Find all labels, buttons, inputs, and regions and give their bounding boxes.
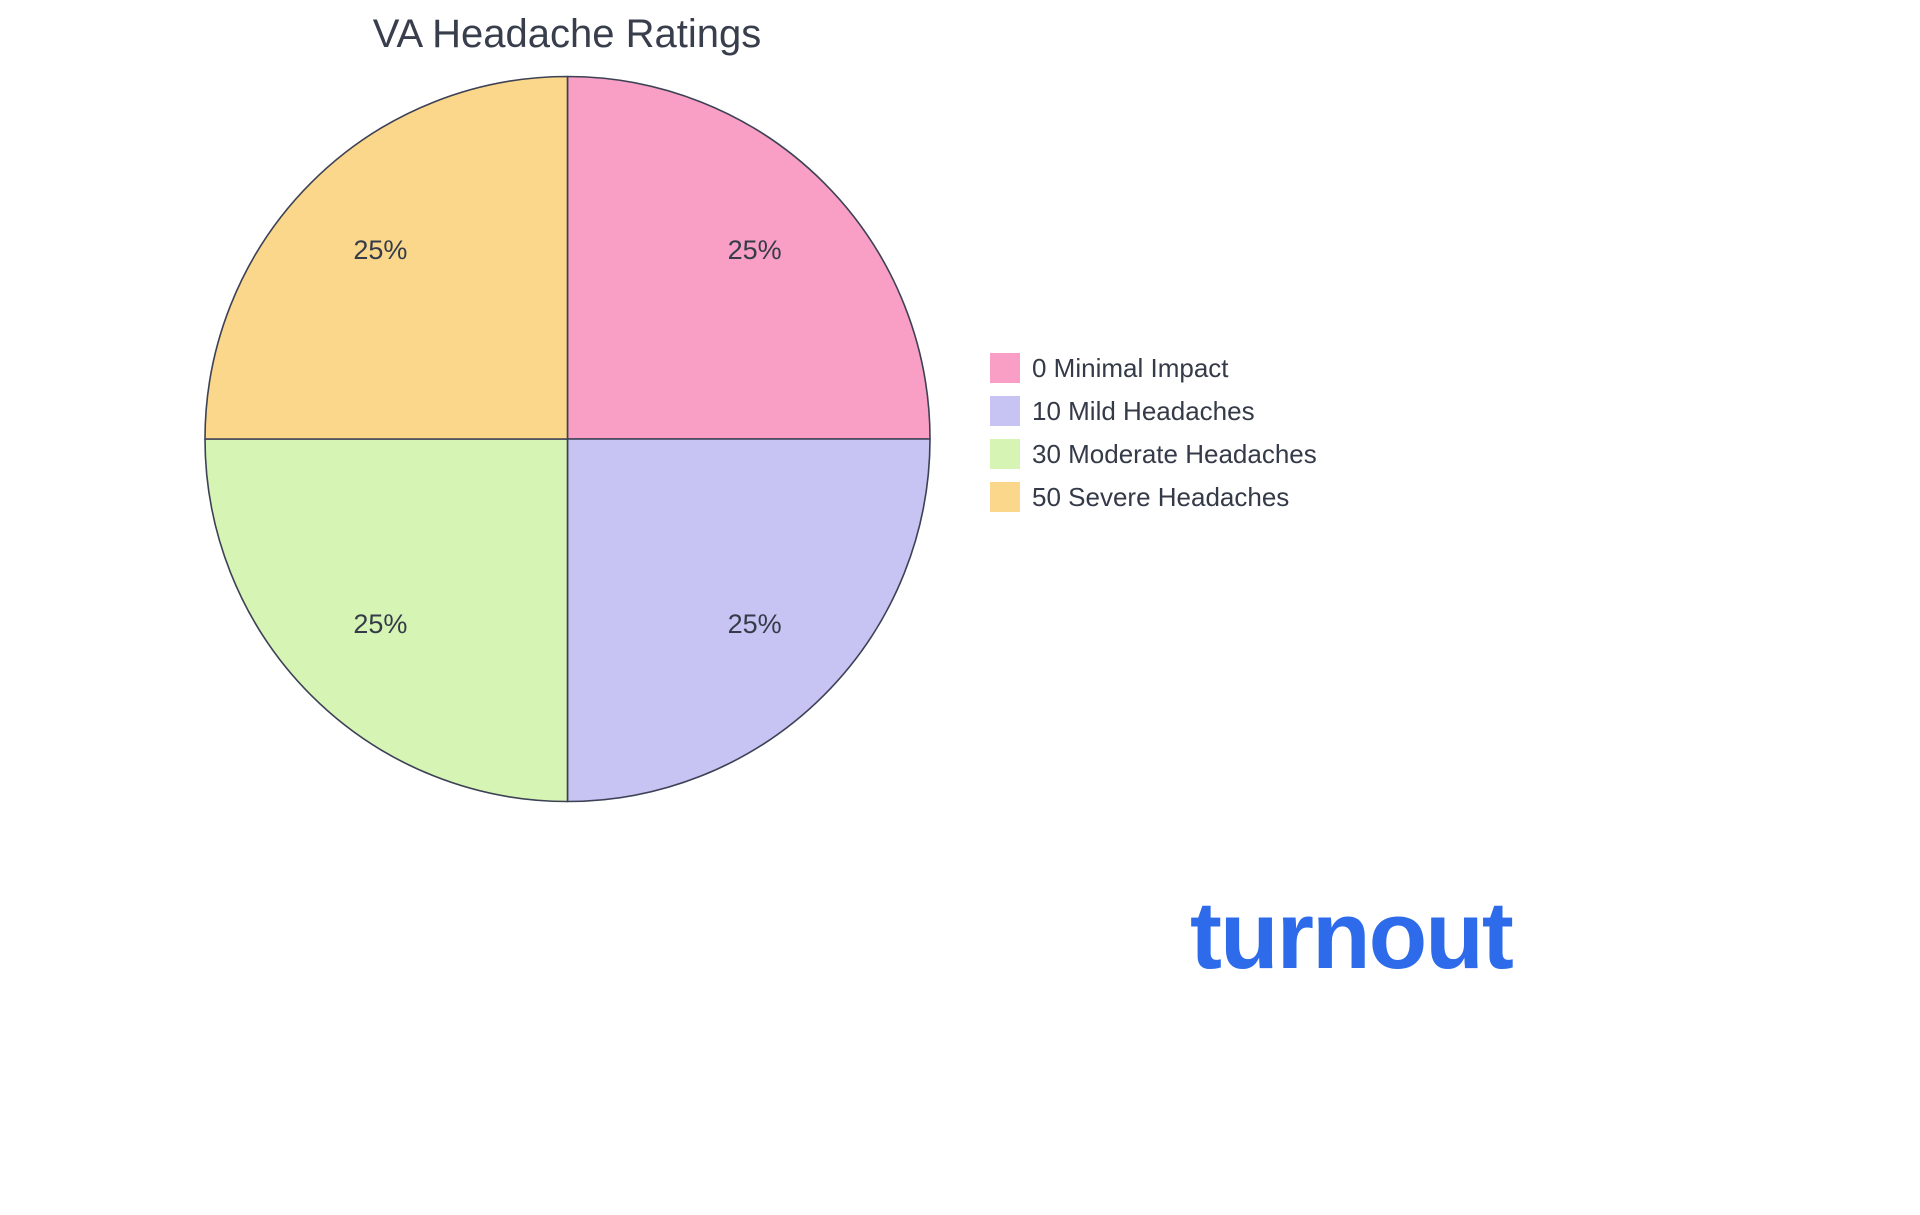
pie-slice-1 bbox=[566, 438, 931, 803]
legend-label: 10 Mild Headaches bbox=[1032, 395, 1255, 426]
slice-label: 25% bbox=[728, 235, 782, 265]
brand-wordmark: turnout bbox=[1190, 882, 1514, 989]
legend-swatch bbox=[990, 482, 1020, 512]
pie-slice-3 bbox=[204, 75, 569, 440]
pie-slice-0 bbox=[566, 75, 931, 440]
legend-label: 0 Minimal Impact bbox=[1032, 352, 1229, 383]
legend: 0 Minimal Impact 10 Mild Headaches 30 Mode… bbox=[990, 353, 1317, 512]
slice-label: 25% bbox=[353, 609, 407, 639]
legend-item: 30 Moderate Headaches bbox=[990, 439, 1317, 469]
pie-slice-2 bbox=[204, 438, 569, 803]
legend-label: 50 Severe Headaches bbox=[1032, 481, 1290, 512]
legend-label: 30 Moderate Headaches bbox=[1032, 438, 1317, 469]
legend-item: 10 Mild Headaches bbox=[990, 396, 1317, 426]
legend-swatch bbox=[990, 396, 1020, 426]
legend-swatch bbox=[990, 353, 1020, 383]
legend-item: 50 Severe Headaches bbox=[990, 482, 1317, 512]
legend-item: 0 Minimal Impact bbox=[990, 353, 1317, 383]
slice-label: 25% bbox=[728, 609, 782, 639]
slice-label: 25% bbox=[353, 235, 407, 265]
chart-title: VA Headache Ratings bbox=[372, 12, 762, 56]
legend-swatch bbox=[990, 439, 1020, 469]
